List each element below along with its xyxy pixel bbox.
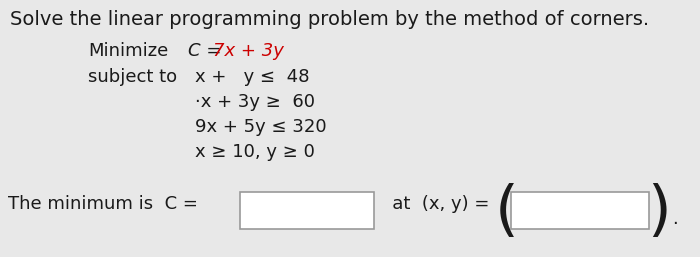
Text: at  (x, y) =: at (x, y) =	[375, 195, 495, 213]
Text: C =: C =	[188, 42, 228, 60]
Text: x +   y ≤  48: x + y ≤ 48	[195, 68, 309, 86]
Text: ): )	[647, 183, 671, 242]
Text: Solve the linear programming problem by the method of corners.: Solve the linear programming problem by …	[10, 10, 649, 29]
Text: 7x + 3y: 7x + 3y	[213, 42, 284, 60]
Text: x ≥ 10, y ≥ 0: x ≥ 10, y ≥ 0	[195, 143, 315, 161]
Text: ·x + 3y ≥  60: ·x + 3y ≥ 60	[195, 93, 315, 111]
Text: subject to: subject to	[88, 68, 177, 86]
Text: (: (	[495, 183, 519, 242]
Text: .: .	[672, 210, 678, 228]
Text: Minimize: Minimize	[88, 42, 168, 60]
FancyBboxPatch shape	[239, 192, 374, 229]
FancyBboxPatch shape	[510, 192, 648, 229]
Text: The minimum is  C =: The minimum is C =	[8, 195, 198, 213]
Text: 9x + 5y ≤ 320: 9x + 5y ≤ 320	[195, 118, 327, 136]
